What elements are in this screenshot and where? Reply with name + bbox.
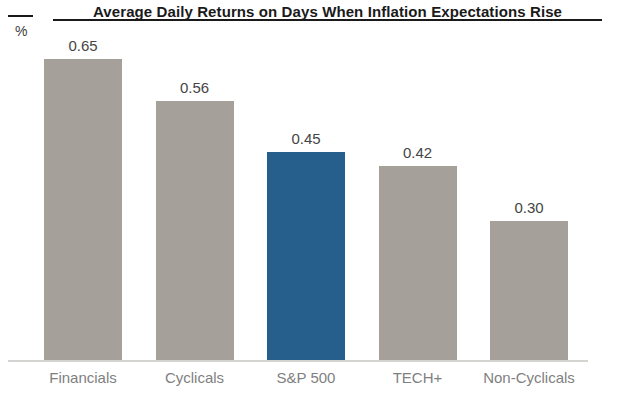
bar-value-label: 0.65 xyxy=(23,37,143,54)
x-axis-baseline xyxy=(8,360,588,362)
bar-chart: % Average Daily Returns on Days When Inf… xyxy=(0,0,640,400)
bar-highlight xyxy=(267,152,345,360)
category-label: Non-Cyclicals xyxy=(454,369,604,386)
bar-value-label: 0.42 xyxy=(358,144,478,161)
plot-area: 0.65Financials0.56Cyclicals0.45S&P 5000.… xyxy=(0,0,640,400)
bar-default xyxy=(490,221,568,360)
bar-default xyxy=(379,166,457,360)
bar-value-label: 0.30 xyxy=(469,199,589,216)
bar-default xyxy=(156,101,234,360)
bar-value-label: 0.45 xyxy=(246,130,366,147)
bar-default xyxy=(44,59,122,360)
bar-value-label: 0.56 xyxy=(135,79,255,96)
